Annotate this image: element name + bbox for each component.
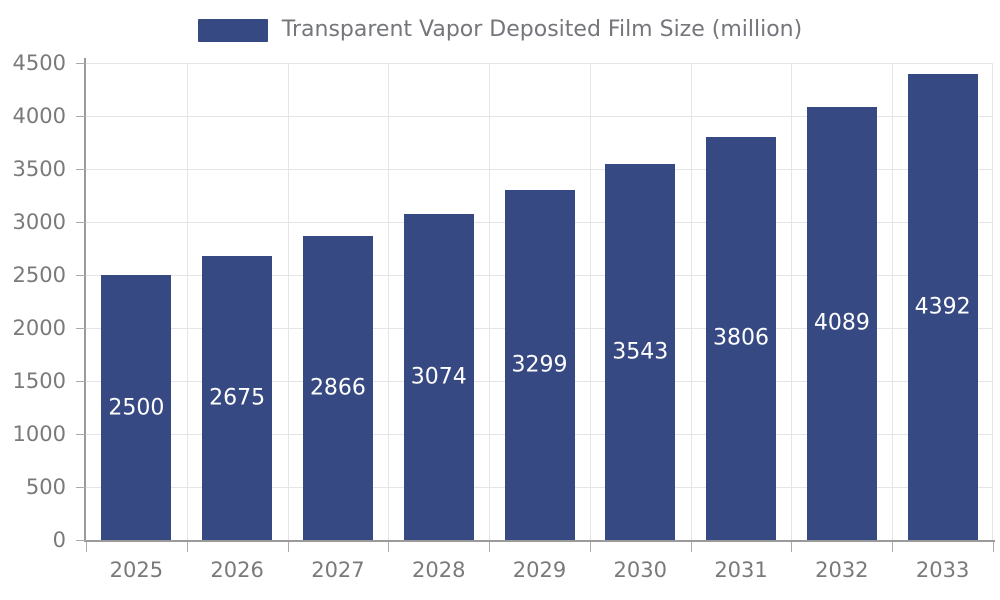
bar-2027[interactable]: 2866 — [302, 236, 373, 540]
legend-swatch — [197, 18, 268, 42]
y-axis-tick — [76, 381, 86, 382]
y-gridline — [86, 115, 993, 117]
x-tick-label: 2032 — [815, 558, 869, 582]
bar-value-label: 2866 — [309, 375, 366, 401]
x-tick-label: 2027 — [311, 558, 365, 582]
y-axis-tick — [76, 63, 86, 64]
y-tick-label: 2000 — [12, 316, 66, 340]
x-gridline — [388, 63, 390, 540]
bar-2029[interactable]: 3299 — [504, 190, 575, 540]
y-tick-label: 500 — [25, 475, 66, 499]
x-gridline — [992, 63, 993, 540]
x-axis-tick — [993, 542, 994, 552]
y-axis-line — [84, 58, 86, 542]
y-axis-tick — [76, 116, 86, 117]
x-gridline — [690, 63, 692, 540]
bar-2033[interactable]: 4392 — [907, 74, 978, 540]
bar-2025[interactable]: 2500 — [101, 275, 172, 540]
x-gridline — [589, 63, 591, 540]
x-tick-label: 2026 — [210, 558, 264, 582]
x-gridline — [791, 63, 793, 540]
x-gridline — [892, 63, 894, 540]
bar-value-label: 4392 — [914, 294, 971, 320]
bar-value-label: 3806 — [713, 325, 770, 351]
bar-2028[interactable]: 3074 — [403, 214, 474, 540]
y-tick-label: 2500 — [12, 263, 66, 287]
y-tick-label: 0 — [52, 528, 66, 552]
x-axis-tick — [791, 542, 793, 552]
y-axis-tick — [76, 328, 86, 329]
x-axis-tick — [690, 542, 692, 552]
x-axis-tick — [86, 542, 87, 552]
x-tick-label: 2029 — [512, 558, 567, 582]
y-axis-tick — [76, 540, 86, 541]
y-tick-label: 4500 — [12, 51, 66, 75]
x-axis-tick — [589, 542, 591, 552]
plot-area: 2500 2675 2866 3074 3299 3543 3806 4089 4392 — [86, 62, 993, 540]
x-axis-tick — [892, 542, 894, 552]
x-axis-tick — [186, 542, 188, 552]
bar-2031[interactable]: 3806 — [706, 136, 777, 540]
bar-2030[interactable]: 3543 — [605, 164, 676, 540]
x-gridline — [186, 63, 188, 540]
y-axis-tick — [76, 487, 86, 488]
x-tick-label: 2028 — [411, 558, 466, 582]
legend-label: Transparent Vapor Deposited Film Size (m… — [281, 17, 803, 42]
bar-value-label: 3543 — [612, 339, 669, 365]
x-gridline — [287, 63, 289, 540]
x-axis-tick — [489, 542, 491, 552]
bar-2026[interactable]: 2675 — [202, 256, 273, 540]
y-tick-label: 1000 — [12, 422, 66, 446]
y-axis-tick — [76, 434, 86, 435]
y-tick-label: 3500 — [12, 157, 66, 181]
y-axis-tick — [76, 275, 86, 276]
x-tick-label: 2025 — [109, 558, 164, 582]
y-tick-label: 3000 — [12, 210, 66, 234]
y-axis-tick — [76, 169, 86, 170]
y-tick-label: 1500 — [12, 369, 66, 393]
bar-value-label: 3074 — [410, 364, 467, 390]
y-tick-label: 4000 — [12, 104, 66, 128]
y-gridline — [86, 62, 993, 64]
bar-value-label: 2500 — [108, 395, 165, 420]
x-axis-tick — [287, 542, 289, 552]
x-tick-label: 2031 — [714, 558, 768, 582]
x-tick-label: 2033 — [915, 558, 970, 582]
x-axis-tick — [388, 542, 390, 552]
y-gridline — [86, 168, 993, 170]
x-axis-line — [84, 540, 995, 542]
x-gridline — [489, 63, 491, 540]
legend-item[interactable]: Transparent Vapor Deposited Film Size (m… — [0, 14, 1000, 46]
bar-value-label: 2675 — [209, 385, 266, 411]
bar-value-label: 4089 — [813, 310, 870, 336]
x-tick-label: 2030 — [613, 558, 667, 582]
y-axis-tick — [76, 222, 86, 223]
bar-value-label: 3299 — [511, 352, 568, 378]
bar-2032[interactable]: 4089 — [806, 106, 877, 540]
